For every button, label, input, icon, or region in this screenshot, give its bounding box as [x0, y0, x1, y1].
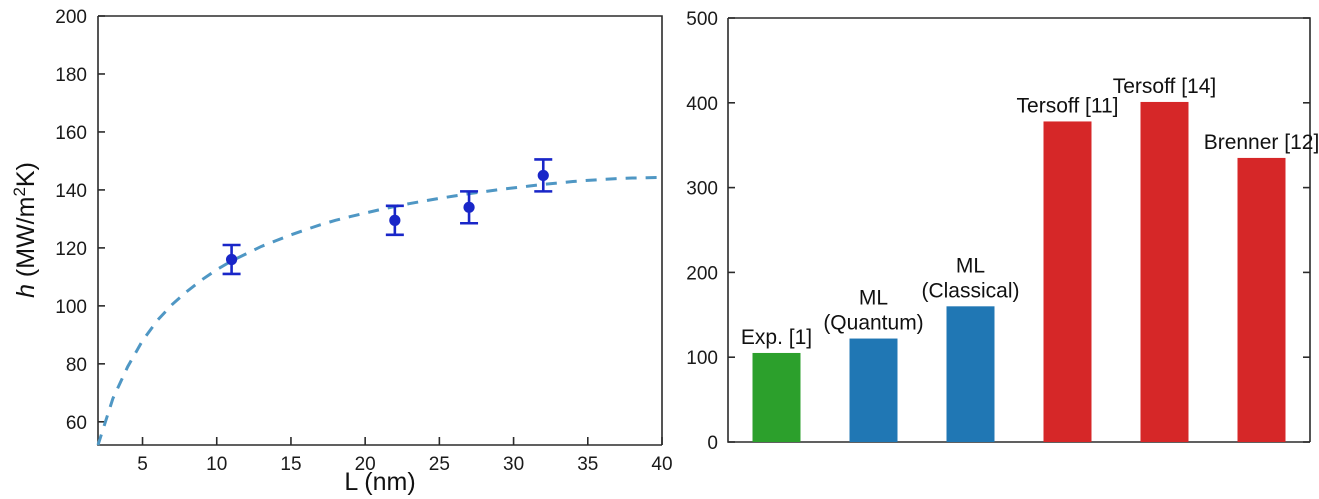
bar-label-5: Tersoff [14]: [1113, 75, 1217, 98]
x-tick-label: 5: [137, 454, 148, 475]
left-x-tick-group: 5 10 15 20 25 30 35 40: [137, 437, 672, 475]
y-tick-label: 160: [55, 123, 87, 144]
bar-label-4: Tersoff [11]: [1017, 94, 1119, 117]
y-tick-label: 60: [66, 413, 87, 434]
x-tick-label: 35: [577, 454, 598, 475]
x-tick-label: 40: [651, 454, 672, 475]
bar-label-2: ML: [859, 287, 888, 310]
y-tick-label: 80: [66, 355, 87, 376]
bar-1: [752, 352, 801, 442]
y-tick-label: 500: [686, 9, 718, 30]
x-tick-label: 20: [355, 454, 376, 475]
right-axis-lines: [727, 18, 1310, 443]
right-bar-panel: 0 100 200 300 400 500 Exp. [1] ML (Quantum) ML (C…: [672, 0, 1319, 499]
x-tick-label: 30: [503, 454, 524, 475]
x-tick-label: 25: [429, 454, 450, 475]
y-axis-title: h (MW/m2K): [10, 162, 41, 298]
y-tick-label: 100: [686, 348, 718, 369]
left-scatter-panel: 60 80 100 120 140 160 180 200 5 10 15 20 25 30 35 40 L…: [10, 7, 673, 496]
fit-curve-dashed: [96, 175, 663, 446]
bar-2: [849, 338, 898, 442]
y-tick-label: 0: [707, 433, 718, 454]
bar-label-3: ML: [956, 254, 985, 277]
left-axis-lines: [97, 16, 662, 446]
y-tick-label: 300: [686, 179, 718, 200]
bar-label-1: Exp. [1]: [741, 326, 812, 349]
data-point-marker: [389, 214, 401, 226]
bar-label-3: (Classical): [921, 279, 1019, 302]
bar-4: [1043, 121, 1092, 443]
bar-label-2: (Quantum): [823, 312, 923, 335]
y-tick-label: 120: [55, 239, 87, 260]
y-tick-label: 140: [55, 181, 87, 202]
right-axis-frame-top-right: [728, 17, 1311, 442]
bar-3: [946, 306, 995, 442]
left-y-tick-group: 60 80 100 120 140 160 180 200: [55, 7, 105, 434]
bar-6: [1237, 157, 1286, 443]
data-point-marker: [463, 201, 475, 213]
right-x-tick-group: [775, 434, 1263, 442]
right-axes-spines: [727, 17, 1311, 443]
x-tick-label: 10: [206, 454, 227, 475]
data-point-group: [222, 158, 553, 276]
y-tick-label: 200: [55, 7, 87, 28]
bar-group: [752, 101, 1286, 443]
x-axis-title: L (nm): [344, 468, 415, 496]
bar-label-group: Exp. [1]ML(Quantum)ML(Classical)Tersoff …: [741, 75, 1319, 349]
left-panel-svg: 60 80 100 120 140 160 180 200 5 10 15 20 25 30 35 40 L…: [10, 7, 673, 496]
y-tick-label: 100: [55, 297, 87, 318]
left-axes-spines: [97, 15, 663, 446]
x-tick-label: 15: [280, 454, 301, 475]
bar-label-6: Brenner [12]: [1204, 131, 1319, 154]
data-point-marker: [537, 169, 549, 182]
bar-5: [1140, 101, 1189, 443]
left-axis-frame-top-right: [98, 15, 663, 445]
data-point-marker: [225, 253, 238, 266]
y-axis-title-group: h (MW/m2K): [10, 162, 41, 298]
y-tick-label: 180: [55, 65, 87, 86]
right-y-tick-group: 0 100 200 300 400 500: [686, 9, 1310, 454]
y-tick-label: 400: [686, 94, 718, 115]
y-tick-label: 200: [686, 263, 718, 284]
